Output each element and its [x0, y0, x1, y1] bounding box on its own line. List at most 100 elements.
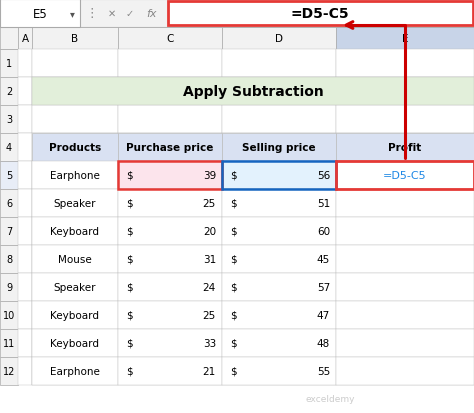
Bar	[18, 357, 32, 385]
Bar	[118, 245, 222, 273]
Bar	[118, 245, 222, 273]
Bar	[118, 273, 222, 301]
Bar	[118, 301, 222, 329]
Bar	[222, 357, 336, 385]
Text: $: $	[126, 366, 133, 376]
Bar	[32, 161, 118, 190]
Bar	[32, 218, 118, 245]
Bar	[32, 329, 118, 357]
Bar	[336, 329, 474, 357]
Text: $: $	[230, 226, 237, 236]
Bar	[32, 329, 118, 357]
Bar	[222, 245, 336, 273]
Bar	[118, 357, 222, 385]
Text: E5: E5	[33, 7, 47, 21]
Bar	[0, 0, 474, 28]
Text: $: $	[230, 310, 237, 320]
Text: fx: fx	[147, 9, 157, 19]
Bar	[336, 357, 474, 385]
Bar	[222, 134, 336, 161]
Bar	[336, 301, 474, 329]
Text: 55: 55	[317, 366, 330, 376]
Bar	[0, 329, 18, 357]
Text: Products: Products	[49, 142, 101, 153]
Bar	[32, 190, 118, 218]
Bar	[336, 301, 474, 329]
Bar	[336, 273, 474, 301]
Text: 25: 25	[203, 199, 216, 209]
Text: Apply Subtraction: Apply Subtraction	[182, 85, 323, 99]
Text: $: $	[126, 254, 133, 264]
Bar	[18, 161, 32, 190]
Text: 4: 4	[6, 142, 12, 153]
Bar	[222, 161, 336, 190]
Text: $: $	[230, 282, 237, 292]
Bar	[32, 50, 118, 78]
Bar	[118, 329, 222, 357]
Text: E: E	[402, 34, 408, 44]
Bar	[222, 301, 336, 329]
Text: $: $	[126, 171, 133, 180]
Bar	[0, 301, 18, 329]
Bar	[32, 28, 118, 50]
Text: $: $	[230, 338, 237, 348]
Bar	[336, 106, 474, 134]
Bar	[336, 161, 474, 190]
Text: 10: 10	[3, 310, 15, 320]
Text: 7: 7	[6, 226, 12, 236]
Bar	[336, 134, 474, 161]
Bar	[0, 28, 18, 50]
Bar	[118, 106, 222, 134]
Text: 56: 56	[317, 171, 330, 180]
Text: Keyboard: Keyboard	[51, 310, 100, 320]
Bar	[118, 134, 222, 161]
Text: exceldemy: exceldemy	[305, 394, 355, 404]
Bar	[336, 329, 474, 357]
Bar	[18, 190, 32, 218]
Bar	[32, 301, 118, 329]
Bar	[18, 301, 32, 329]
Text: $: $	[126, 338, 133, 348]
Bar	[222, 218, 336, 245]
Bar	[32, 245, 118, 273]
Text: Speaker: Speaker	[54, 282, 96, 292]
Text: 47: 47	[317, 310, 330, 320]
Text: 31: 31	[203, 254, 216, 264]
Text: 51: 51	[317, 199, 330, 209]
Bar	[0, 190, 18, 218]
Bar	[222, 273, 336, 301]
Bar	[336, 190, 474, 218]
Bar	[32, 357, 118, 385]
Bar	[222, 134, 336, 161]
Bar	[222, 218, 336, 245]
Bar	[0, 161, 18, 190]
Bar	[336, 273, 474, 301]
Bar	[0, 0, 80, 28]
Text: 45: 45	[317, 254, 330, 264]
Bar	[32, 190, 118, 218]
Bar	[118, 190, 222, 218]
Text: ⋮: ⋮	[86, 7, 98, 21]
Bar	[118, 329, 222, 357]
Text: 5: 5	[6, 171, 12, 180]
Text: $: $	[126, 282, 133, 292]
Text: 1: 1	[6, 59, 12, 69]
Text: =D5-C5: =D5-C5	[383, 171, 427, 180]
Text: 48: 48	[317, 338, 330, 348]
Bar	[32, 78, 118, 106]
Bar	[18, 78, 32, 106]
Text: Earphone: Earphone	[50, 171, 100, 180]
Bar	[32, 218, 118, 245]
Bar	[222, 161, 336, 190]
Text: D: D	[275, 34, 283, 44]
Text: A: A	[21, 34, 28, 44]
Bar	[18, 245, 32, 273]
Bar	[118, 273, 222, 301]
Bar	[336, 218, 474, 245]
Bar	[222, 329, 336, 357]
Bar	[32, 106, 118, 134]
Text: B: B	[72, 34, 79, 44]
Text: $: $	[230, 366, 237, 376]
Text: =D5-C5: =D5-C5	[291, 7, 349, 21]
Bar	[0, 106, 18, 134]
